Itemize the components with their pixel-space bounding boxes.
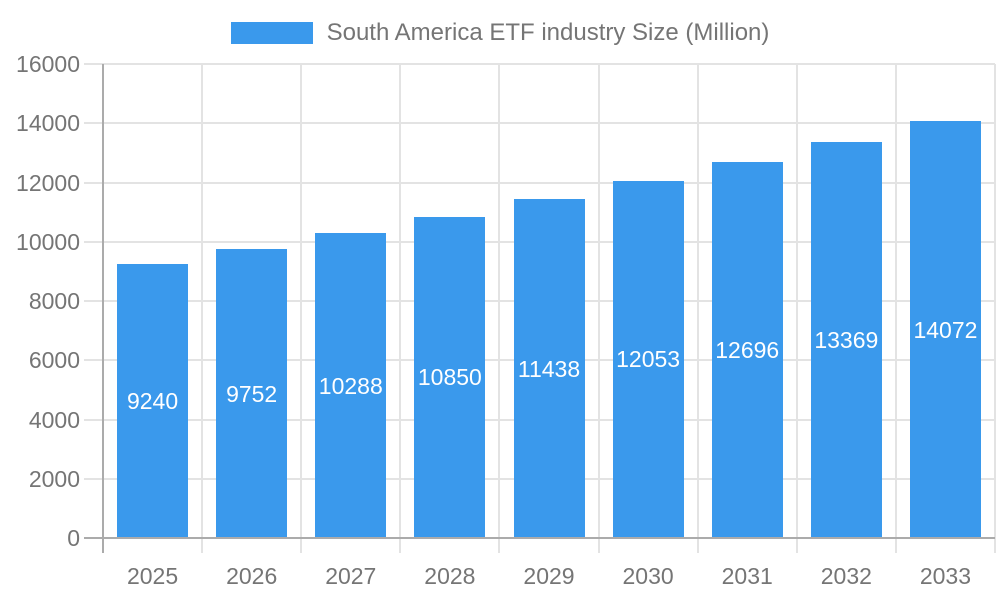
bar-value-label-2030: 12053 <box>616 346 681 373</box>
x-axis-label-2029: 2029 <box>523 563 575 589</box>
y-axis-label-12000: 12000 <box>16 169 80 196</box>
y-axis-label-16000: 16000 <box>16 51 80 77</box>
y-gridline-16000 <box>84 63 995 65</box>
x-axis-label-2033: 2033 <box>919 563 972 589</box>
y-axis-label-2000: 2000 <box>28 465 80 492</box>
y-axis-line <box>102 64 104 553</box>
y-axis-label-8000: 8000 <box>28 288 80 314</box>
y-axis-label-10000: 10000 <box>16 228 80 255</box>
x-axis-label-2030: 2030 <box>622 563 674 589</box>
x-axis-label-2025: 2025 <box>126 563 179 589</box>
bar-2029[interactable] <box>513 199 585 538</box>
bar-value-label-2026: 9752 <box>226 380 278 407</box>
x-gridline-7 <box>795 64 798 553</box>
x-gridline-8 <box>894 64 897 553</box>
bar-value-label-2025: 9240 <box>126 388 179 415</box>
bar-2033[interactable] <box>909 121 981 538</box>
bar-2031[interactable] <box>711 161 783 538</box>
bar-value-label-2029: 11438 <box>517 355 581 382</box>
y-axis-label-0: 0 <box>67 525 80 551</box>
x-axis-label-2031: 2031 <box>721 563 773 589</box>
bar-2028[interactable] <box>414 216 486 538</box>
bar-value-label-2027: 10288 <box>318 372 383 399</box>
y-axis-label-14000: 14000 <box>16 110 80 137</box>
x-gridline-5 <box>597 64 600 553</box>
bar-value-label-2033: 14072 <box>913 316 978 343</box>
x-gridline-9 <box>994 64 996 553</box>
x-axis-label-2028: 2028 <box>424 563 476 589</box>
bar-value-label-2031: 12696 <box>715 336 780 363</box>
y-axis-label-6000: 6000 <box>28 347 80 374</box>
legend-swatch <box>230 22 313 44</box>
y-axis-label-4000: 4000 <box>28 406 80 433</box>
x-axis-label-2032: 2032 <box>820 563 872 589</box>
x-axis-label-2026: 2026 <box>226 563 278 589</box>
bar-2032[interactable] <box>810 141 882 538</box>
y-gridline-14000 <box>84 122 995 125</box>
bar-2030[interactable] <box>612 180 684 538</box>
x-axis-label-2027: 2027 <box>325 563 377 589</box>
legend: South America ETF industry Size (Million… <box>0 19 1000 47</box>
x-axis-baseline <box>84 537 995 539</box>
bar-2027[interactable] <box>315 233 387 538</box>
y-gridline-12000 <box>84 181 995 184</box>
x-gridline-4 <box>498 64 501 553</box>
x-gridline-6 <box>696 64 699 553</box>
x-gridline-2 <box>300 64 303 553</box>
x-gridline-1 <box>201 64 204 553</box>
legend-label: South America ETF industry Size (Million… <box>326 19 770 46</box>
bar-2025[interactable] <box>117 264 189 538</box>
bar-value-label-2032: 13369 <box>814 326 879 353</box>
x-gridline-3 <box>399 64 402 553</box>
bar-value-label-2028: 10850 <box>417 364 482 391</box>
bar-2026[interactable] <box>216 249 288 538</box>
